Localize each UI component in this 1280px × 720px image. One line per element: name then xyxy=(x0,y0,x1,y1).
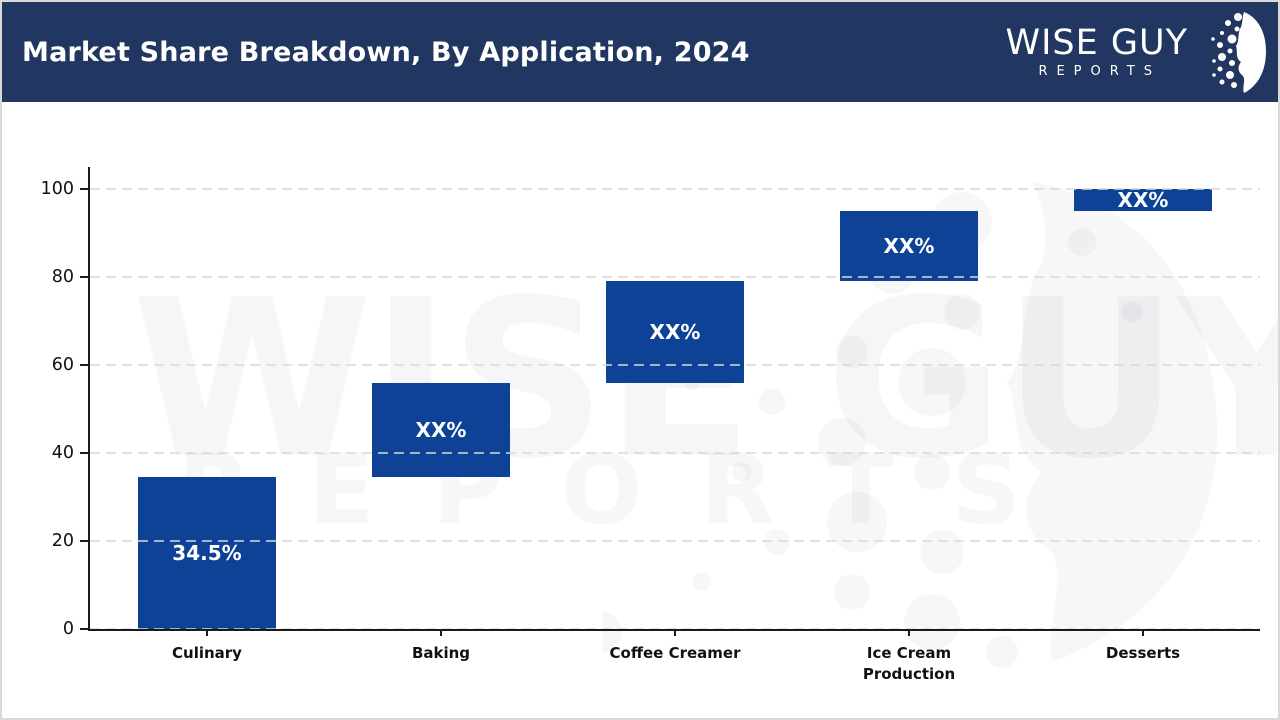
gridline-100 xyxy=(90,188,1260,190)
logo-subtitle: REPORTS xyxy=(1038,63,1162,79)
bar-desserts: XX% xyxy=(1074,189,1212,211)
x-category-label: Desserts xyxy=(1105,644,1181,662)
x-tick-4 xyxy=(1142,629,1144,636)
gridline-20 xyxy=(90,540,1260,542)
x-category-label: Ice Cream Production xyxy=(862,644,956,683)
bar-value-label: XX% xyxy=(883,234,935,259)
x-category-label: Coffee Creamer xyxy=(609,644,741,662)
bar-value-label: 34.5% xyxy=(172,541,242,566)
y-tick-label-40: 40 xyxy=(51,443,74,463)
x-category-label: Baking xyxy=(411,644,471,662)
x-tick-2 xyxy=(674,629,676,636)
x-tick-1 xyxy=(440,629,442,636)
logo-text: WISE GUY REPORTS xyxy=(1005,25,1188,79)
bar-ice-cream-production: XX% xyxy=(840,211,978,282)
x-tick-3 xyxy=(908,629,910,636)
gridline-60 xyxy=(90,364,1260,366)
bar-value-label: XX% xyxy=(649,319,701,344)
y-tick-label-0: 0 xyxy=(62,619,74,639)
x-category-label: Culinary xyxy=(172,644,242,662)
y-tick-20 xyxy=(80,540,88,542)
y-axis-line xyxy=(88,167,90,631)
y-tick-label-80: 80 xyxy=(51,267,74,287)
y-tick-label-20: 20 xyxy=(51,531,74,551)
dotted-head-profile-icon xyxy=(1211,12,1266,93)
y-tick-60 xyxy=(80,364,88,366)
bar-value-label: XX% xyxy=(1117,188,1169,212)
bar-coffee-creamer: XX% xyxy=(606,281,744,383)
x-tick-0 xyxy=(206,629,208,636)
y-tick-100 xyxy=(80,188,88,190)
gridline-80 xyxy=(90,276,1260,278)
gridline-40 xyxy=(90,452,1260,454)
wise-guy-reports-logo: WISE GUY REPORTS xyxy=(1005,8,1270,96)
y-tick-label-100: 100 xyxy=(40,179,74,199)
y-tick-0 xyxy=(80,628,88,630)
header-bar: Market Share Breakdown, By Application, … xyxy=(2,2,1278,102)
x-axis-line xyxy=(88,629,1260,631)
y-tick-label-60: 60 xyxy=(51,355,74,375)
page-title: Market Share Breakdown, By Application, … xyxy=(22,36,750,68)
logo-wordmark: WISE GUY xyxy=(1005,23,1188,64)
plot-area: 0 20 40 60 80 100 34.5% Culinary XX% Baking XX% Cof… xyxy=(41,167,1260,683)
bar-baking: XX% xyxy=(372,382,510,478)
y-tick-80 xyxy=(80,276,88,278)
bar-value-label: XX% xyxy=(415,417,467,442)
y-tick-40 xyxy=(80,452,88,454)
bar-culinary: 34.5% xyxy=(138,477,276,629)
